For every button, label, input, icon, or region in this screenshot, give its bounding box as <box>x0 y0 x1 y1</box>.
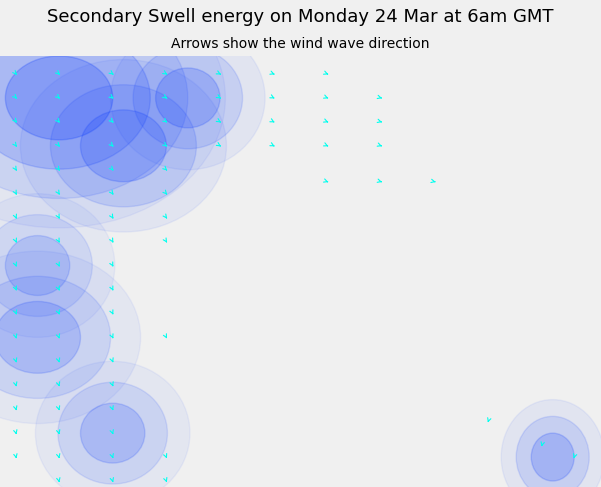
Ellipse shape <box>0 27 150 169</box>
Ellipse shape <box>156 68 220 128</box>
Ellipse shape <box>516 416 589 487</box>
Text: Secondary Swell energy on Monday 24 Mar at 6am GMT: Secondary Swell energy on Monday 24 Mar … <box>47 8 554 26</box>
Ellipse shape <box>81 403 145 463</box>
Ellipse shape <box>81 110 166 182</box>
Text: Arrows show the wind wave direction: Arrows show the wind wave direction <box>171 37 430 51</box>
Ellipse shape <box>0 0 225 228</box>
Ellipse shape <box>111 26 265 170</box>
Ellipse shape <box>58 382 168 484</box>
Ellipse shape <box>5 56 113 140</box>
Ellipse shape <box>50 85 197 207</box>
Ellipse shape <box>531 433 574 481</box>
Ellipse shape <box>35 361 190 487</box>
Ellipse shape <box>501 400 601 487</box>
Ellipse shape <box>0 0 188 199</box>
Ellipse shape <box>0 301 81 373</box>
Ellipse shape <box>0 251 141 424</box>
Ellipse shape <box>5 236 70 296</box>
Ellipse shape <box>133 47 243 149</box>
Ellipse shape <box>20 59 227 232</box>
Ellipse shape <box>0 215 93 317</box>
Ellipse shape <box>0 276 111 398</box>
